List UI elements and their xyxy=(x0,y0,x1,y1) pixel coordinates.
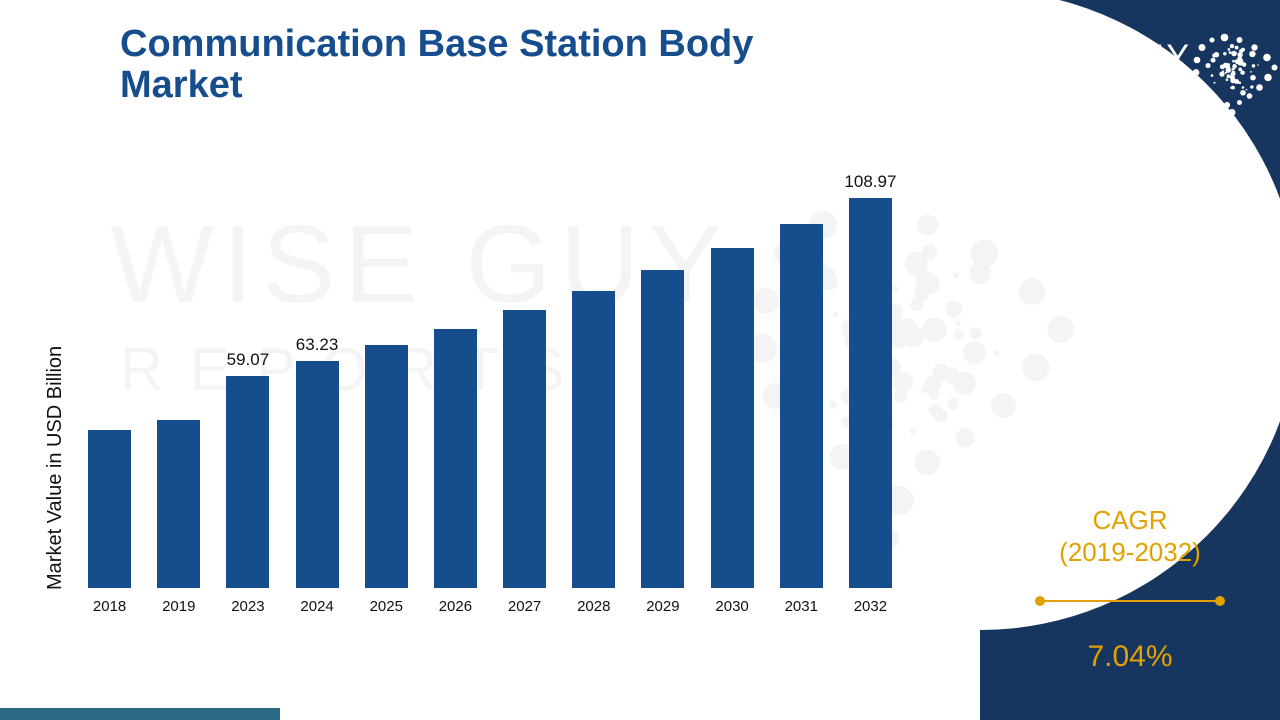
cagr-value: 7.04% xyxy=(1010,640,1250,674)
x-category: 2028 xyxy=(577,598,610,615)
x-category: 2032 xyxy=(854,598,887,615)
brand-head-icon xyxy=(1182,10,1280,150)
x-category: 2023 xyxy=(231,598,264,615)
stage: WISE GUY R E P O R T S Communication Bas… xyxy=(0,0,1280,720)
bar xyxy=(296,361,339,588)
bar-value-label: 108.97 xyxy=(830,172,910,192)
bar xyxy=(365,345,408,588)
y-axis-label: Market Value in USD Billion xyxy=(44,346,67,590)
x-category: 2030 xyxy=(715,598,748,615)
brand-logo-line1: WISE GUY xyxy=(1000,40,1192,74)
x-category: 2031 xyxy=(785,598,818,615)
brand-logo-line2: REPORTS xyxy=(1002,76,1149,93)
x-category: 2025 xyxy=(370,598,403,615)
cagr-divider-dot-left xyxy=(1035,596,1045,606)
x-category: 2018 xyxy=(93,598,126,615)
cagr-label: CAGR xyxy=(1010,505,1250,536)
bar-chart: 20182019202359.07202463.2320252026202720… xyxy=(75,158,905,588)
bar xyxy=(434,329,477,588)
x-category: 2029 xyxy=(646,598,679,615)
cagr-divider xyxy=(1040,600,1220,602)
bar xyxy=(849,198,892,588)
bar-value-label: 63.23 xyxy=(277,335,357,355)
cagr-divider-dot-right xyxy=(1215,596,1225,606)
bar xyxy=(780,224,823,588)
bar xyxy=(226,376,269,588)
bar xyxy=(572,291,615,588)
x-category: 2024 xyxy=(300,598,333,615)
bar xyxy=(711,248,754,588)
bar xyxy=(157,420,200,588)
bar xyxy=(503,310,546,588)
bar xyxy=(641,270,684,588)
chart-title: Communication Base Station Body Market xyxy=(120,24,840,106)
x-category: 2027 xyxy=(508,598,541,615)
bar xyxy=(88,430,131,588)
cagr-period: (2019-2032) xyxy=(1010,537,1250,568)
x-category: 2026 xyxy=(439,598,472,615)
footer-accent-bar xyxy=(0,708,280,720)
bar-value-label: 59.07 xyxy=(208,350,288,370)
x-category: 2019 xyxy=(162,598,195,615)
